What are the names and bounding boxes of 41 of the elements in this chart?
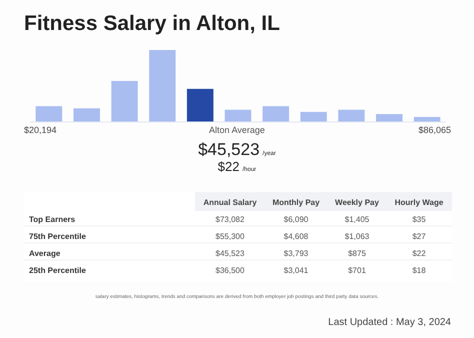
text: Top Earners [29, 215, 76, 224]
text: Annual Salary [203, 198, 258, 207]
text: $4,608 [284, 232, 309, 241]
bar [224, 110, 252, 122]
bar [149, 50, 176, 122]
bar [300, 112, 327, 122]
bar [111, 80, 138, 122]
bar [36, 106, 62, 122]
text: $27 [412, 232, 426, 241]
text: $86,065 [418, 125, 451, 135]
text: 75th Percentile [29, 232, 86, 241]
text: 25th Percentile [29, 266, 86, 275]
text: $3,041 [284, 266, 309, 275]
text: $35 [412, 215, 426, 224]
bar [186, 88, 214, 122]
text: $22 [218, 159, 240, 174]
text: Hourly Wage [394, 198, 444, 207]
chart-title: Fitness Salary in Alton, IL [24, 12, 280, 35]
text: $45,523 [198, 140, 260, 159]
text: Weekly Pay [335, 198, 380, 207]
text: Monthly Pay [272, 198, 320, 207]
text: $73,082 [216, 215, 246, 224]
bar [262, 106, 290, 122]
bar [376, 114, 403, 122]
text: $1,063 [344, 232, 370, 241]
text: $45,523 [216, 249, 246, 258]
text: $6,090 [284, 215, 309, 224]
text: $1,405 [344, 215, 370, 224]
text: Alton Average [209, 125, 265, 135]
text: $36,500 [216, 266, 246, 275]
text: $875 [348, 249, 366, 258]
text: $55,300 [216, 232, 246, 241]
text: Average [29, 249, 61, 258]
text: $18 [412, 266, 426, 275]
text: $22 [412, 249, 426, 258]
bar [338, 110, 365, 122]
text: $3,793 [284, 249, 309, 258]
bar [73, 108, 100, 122]
text: $20,194 [24, 125, 57, 135]
text: $701 [348, 266, 366, 275]
text: Last Updated : May 3, 2024 [328, 317, 452, 328]
